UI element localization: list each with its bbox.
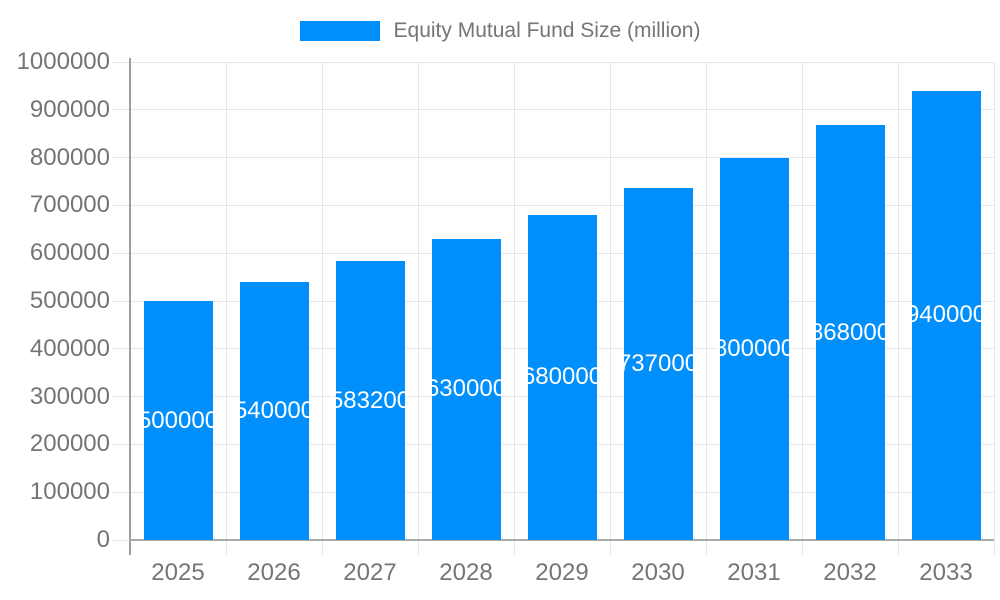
y-axis-tick-label: 400000 — [29, 334, 110, 362]
bar-2033[interactable] — [911, 90, 981, 540]
y-axis-tick-label: 300000 — [29, 382, 110, 410]
y-axis-tick-label: 1000000 — [16, 48, 110, 75]
x-axis-tick-label: 2032 — [823, 559, 877, 586]
legend-label: Equity Mutual Fund Size (million) — [393, 19, 701, 42]
x-axis-tick-label: 2025 — [151, 559, 205, 586]
y-axis-tick-label: 100000 — [29, 478, 110, 506]
legend[interactable]: Equity Mutual Fund Size (million) — [0, 14, 1000, 48]
x-gridline — [513, 62, 515, 555]
x-axis-tick-label: 2031 — [727, 559, 781, 586]
y-axis-tick-label: 600000 — [29, 239, 110, 267]
bar-2030[interactable] — [623, 187, 693, 540]
x-gridline — [897, 62, 899, 555]
y-gridline — [112, 204, 994, 206]
y-gridline — [112, 61, 994, 63]
x-axis-tick-label: 2028 — [439, 559, 493, 586]
y-gridline — [112, 157, 994, 159]
legend-swatch-icon — [299, 21, 380, 41]
y-axis-tick-label: 900000 — [29, 95, 110, 123]
y-axis-tick-label: 0 — [96, 526, 110, 553]
y-gridline — [112, 109, 994, 111]
x-gridline — [801, 62, 803, 555]
x-gridline — [993, 62, 995, 555]
y-axis-tick-label: 200000 — [29, 430, 110, 458]
y-axis-tick-label: 700000 — [29, 191, 110, 219]
bar-2025[interactable] — [143, 301, 213, 540]
x-gridline — [705, 62, 707, 555]
y-axis-tick-label: 500000 — [29, 287, 110, 314]
bar-2032[interactable] — [815, 125, 885, 540]
x-axis-tick-label: 2030 — [631, 559, 685, 586]
x-gridline — [417, 62, 419, 555]
x-axis-tick-label: 2027 — [343, 559, 397, 586]
bar-2028[interactable] — [431, 238, 501, 540]
y-axis-line — [129, 58, 131, 555]
x-axis-tick-label: 2026 — [247, 559, 301, 586]
x-gridline — [225, 62, 227, 555]
x-axis-tick-label: 2029 — [535, 559, 589, 586]
x-gridline — [321, 62, 323, 555]
bar-2027[interactable] — [335, 261, 405, 540]
y-axis-tick-label: 800000 — [29, 143, 110, 171]
bar-2031[interactable] — [719, 157, 789, 540]
bar-2029[interactable] — [527, 214, 597, 540]
bar-2026[interactable] — [239, 281, 309, 540]
x-axis-tick-label: 2033 — [919, 559, 973, 586]
x-gridline — [609, 62, 611, 555]
x-axis-line — [130, 539, 994, 541]
